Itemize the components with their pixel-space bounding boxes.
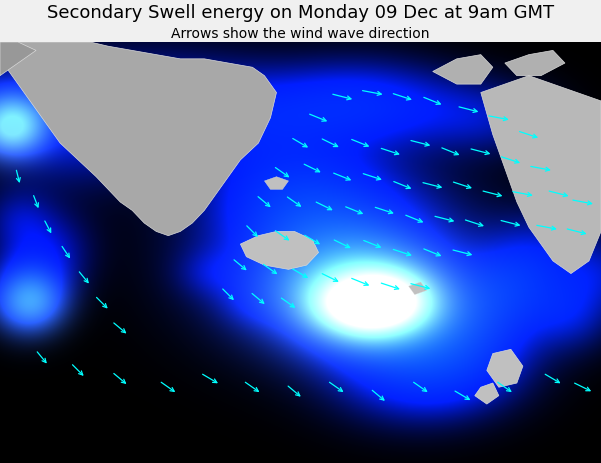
Polygon shape <box>433 55 493 84</box>
Text: Secondary Swell energy on Monday 09 Dec at 9am GMT: Secondary Swell energy on Monday 09 Dec … <box>47 5 554 22</box>
Polygon shape <box>505 50 565 75</box>
Polygon shape <box>240 232 319 269</box>
Polygon shape <box>264 177 288 189</box>
Polygon shape <box>0 42 36 75</box>
Polygon shape <box>0 42 276 236</box>
Polygon shape <box>487 349 523 387</box>
Text: Arrows show the wind wave direction: Arrows show the wind wave direction <box>171 27 430 42</box>
Polygon shape <box>481 75 601 274</box>
Polygon shape <box>475 383 499 404</box>
Polygon shape <box>409 282 427 294</box>
